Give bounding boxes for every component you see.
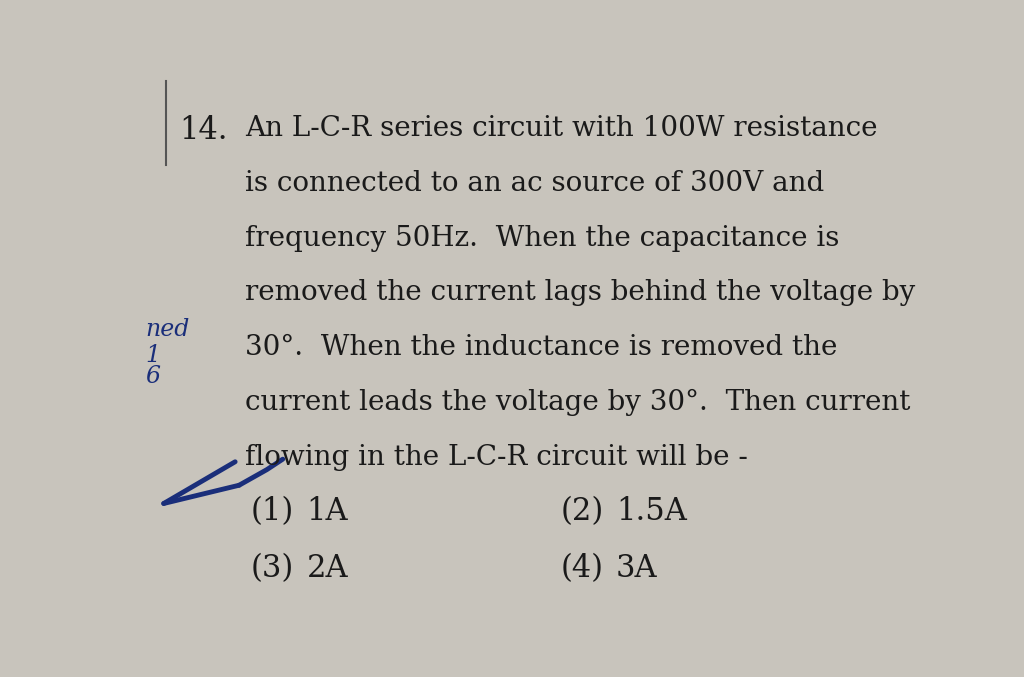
Text: (3): (3) (251, 553, 294, 584)
Text: (1): (1) (251, 496, 294, 527)
Text: (4): (4) (560, 553, 603, 584)
Text: ned: ned (145, 318, 189, 341)
Text: frequency 50Hz.  When the capacitance is: frequency 50Hz. When the capacitance is (246, 225, 840, 252)
Text: is connected to an ac source of 300V and: is connected to an ac source of 300V and (246, 170, 824, 197)
Text: 3A: 3A (616, 553, 657, 584)
Text: 14.: 14. (179, 115, 228, 146)
Text: 1: 1 (145, 345, 161, 368)
Text: 30°.  When the inductance is removed the: 30°. When the inductance is removed the (246, 334, 838, 361)
Text: 1A: 1A (306, 496, 348, 527)
Text: flowing in the L-C-R circuit will be -: flowing in the L-C-R circuit will be - (246, 443, 749, 471)
Text: An L-C-R series circuit with 100W resistance: An L-C-R series circuit with 100W resist… (246, 115, 878, 142)
Text: current leads the voltage by 30°.  Then current: current leads the voltage by 30°. Then c… (246, 389, 910, 416)
Text: 6: 6 (145, 366, 161, 389)
Text: (2): (2) (560, 496, 604, 527)
Text: 2A: 2A (306, 553, 348, 584)
Text: removed the current lags behind the voltage by: removed the current lags behind the volt… (246, 280, 915, 306)
Text: 1.5A: 1.5A (616, 496, 687, 527)
